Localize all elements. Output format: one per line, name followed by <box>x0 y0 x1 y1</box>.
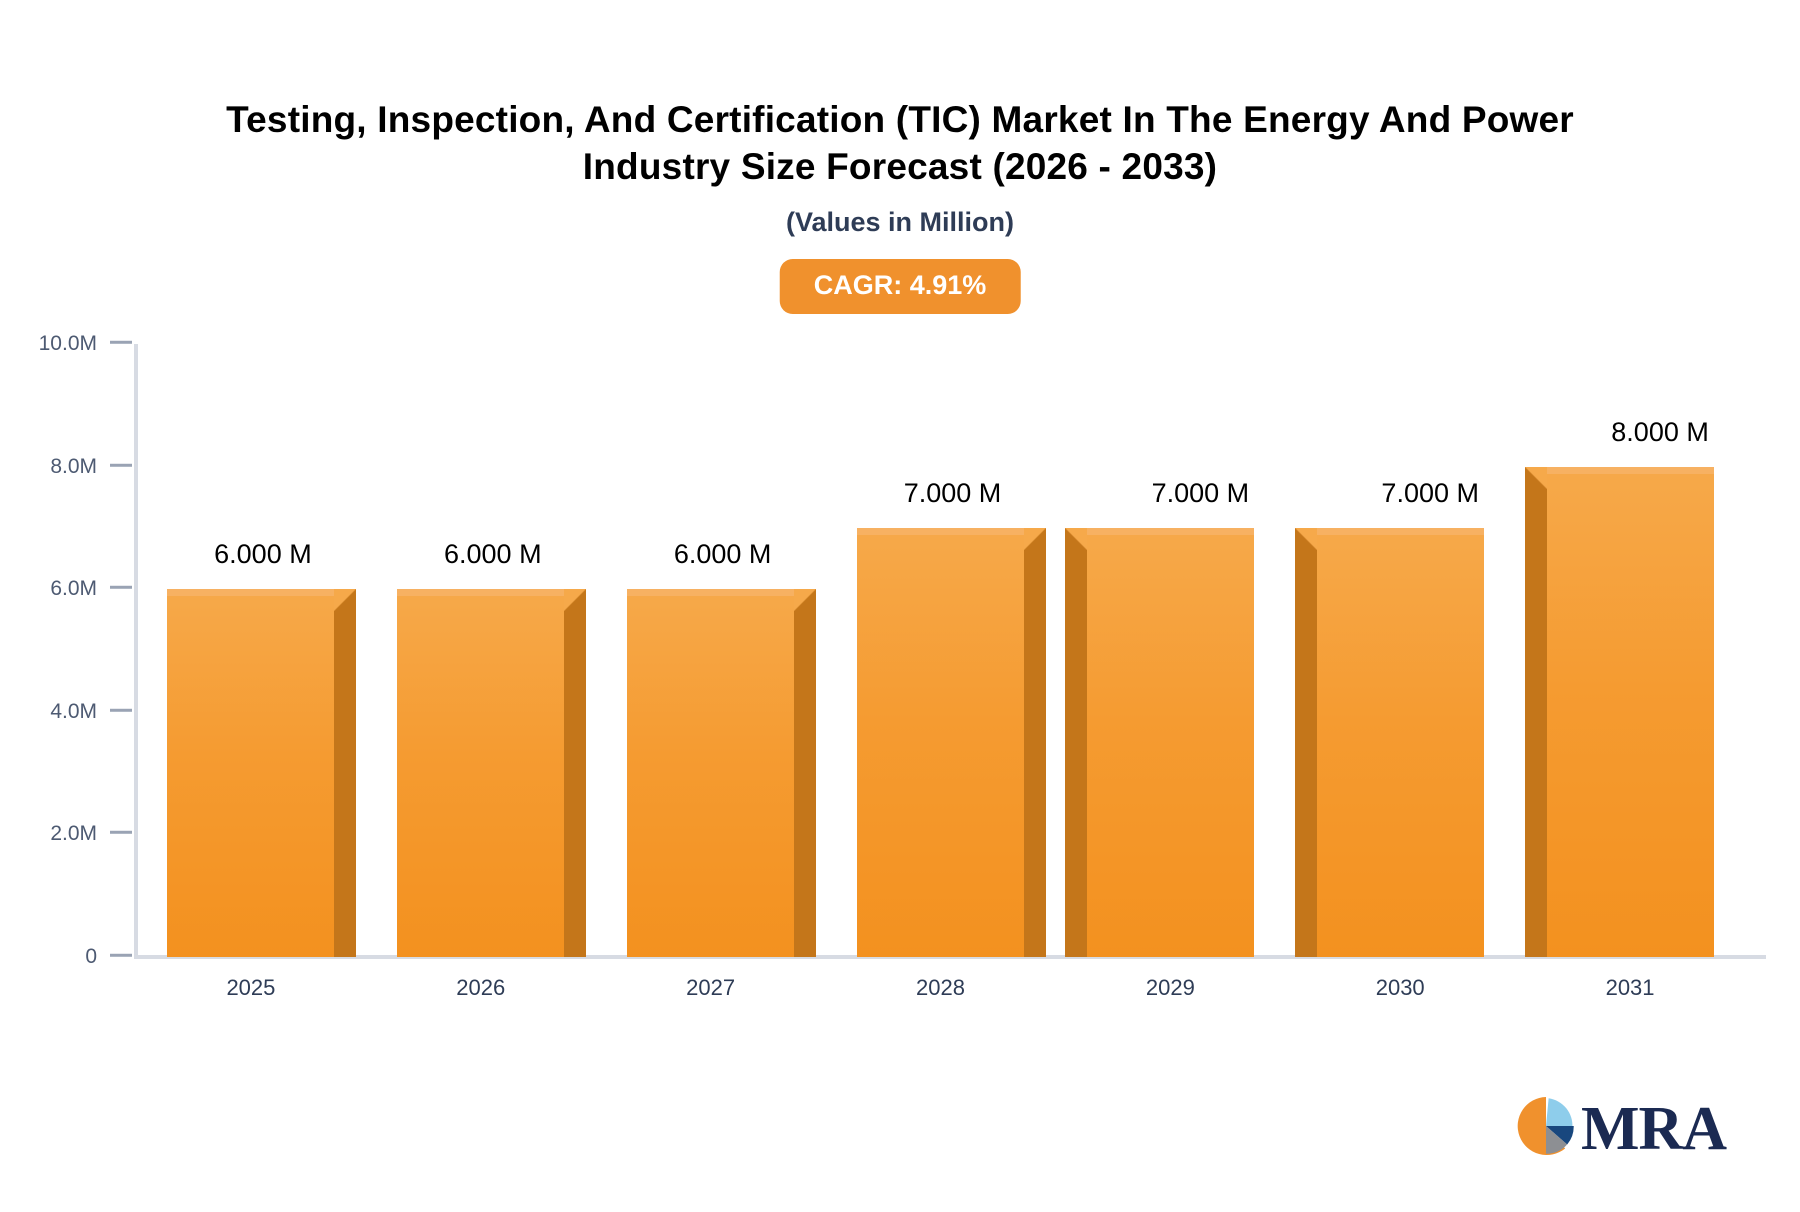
x-axis-tick-label: 2027 <box>686 975 736 1000</box>
y-axis-tick-mark <box>110 340 132 344</box>
y-axis-tick-mark <box>110 953 132 957</box>
bar-value-label: 7.000 M <box>1381 477 1479 508</box>
bar-face <box>1546 466 1714 957</box>
bar-top-highlight <box>627 589 795 597</box>
bar-face <box>1086 527 1254 957</box>
bar-top-highlight <box>1086 527 1254 535</box>
bar-2025[interactable] <box>167 589 357 957</box>
bar-2030[interactable] <box>1294 527 1484 957</box>
bar-2026[interactable] <box>397 589 587 957</box>
y-axis-tick-label: 10.0M <box>38 332 97 356</box>
bar-side-shadow <box>564 611 587 957</box>
y-axis-tick: 2.0M <box>0 822 132 846</box>
bar-value-label: 6.000 M <box>444 539 542 570</box>
chart-title: Testing, Inspection, And Certification (… <box>226 99 1574 188</box>
bar-value-label: 7.000 M <box>1151 477 1250 508</box>
bar-side-bevel <box>1024 527 1046 550</box>
bar-2028[interactable] <box>857 527 1046 957</box>
brand-logo: MRA <box>1513 1093 1727 1164</box>
bar-side-shadow <box>1064 549 1087 957</box>
y-axis-tick: 4.0M <box>0 700 132 724</box>
y-axis-tick-mark <box>110 831 132 835</box>
bar-top-highlight <box>1316 527 1484 535</box>
bar-side-bevel <box>334 589 357 612</box>
plot-area: 6.000 M 6.000 M 6.000 M 7.000 M 7.000 M 7.000… <box>136 344 1745 957</box>
x-axis-tick-label: 2028 <box>916 975 965 1000</box>
bar-2027[interactable] <box>627 589 817 957</box>
bar-face <box>627 589 795 957</box>
bar-face <box>857 527 1024 957</box>
y-axis-tick-label: 4.0M <box>50 700 97 724</box>
bar-face <box>1316 527 1484 957</box>
y-axis-line <box>134 344 138 957</box>
cagr-badge: CAGR: 4.91% <box>779 259 1021 314</box>
bar-value-label: 6.000 M <box>673 539 772 570</box>
bar-2029[interactable] <box>1064 527 1254 957</box>
x-axis-line <box>134 955 1766 959</box>
y-axis-tick-mark <box>110 463 132 467</box>
bar-2031[interactable] <box>1524 466 1714 957</box>
y-axis-tick-mark <box>110 585 132 589</box>
bar-side-shadow <box>1024 549 1046 957</box>
chart-subtitle: (Values in Million) <box>785 206 1015 237</box>
bar-top-highlight <box>167 589 335 597</box>
bar-side-shadow <box>1294 549 1317 957</box>
y-axis-tick-mark <box>110 708 132 712</box>
y-axis-tick-label: 0 <box>85 945 97 969</box>
bar-value-label: 6.000 M <box>214 539 312 570</box>
x-axis-tick-label: 2025 <box>226 975 276 1000</box>
bar-side-bevel <box>794 589 817 612</box>
bar-side-bevel <box>1294 527 1317 550</box>
bar-value-label: 7.000 M <box>903 477 1002 508</box>
bar-top-highlight <box>857 527 1024 535</box>
title-block: Testing, Inspection, And Certification (… <box>0 96 1800 238</box>
bar-top-highlight <box>397 589 565 597</box>
x-axis-tick-label: 2026 <box>456 975 506 1000</box>
pie-chart-icon <box>1513 1093 1579 1164</box>
x-axis-tick-label: 2031 <box>1605 975 1655 1000</box>
bar-top-highlight <box>1546 466 1714 474</box>
y-axis-tick: 8.0M <box>0 454 132 478</box>
bar-side-shadow <box>794 611 817 957</box>
x-axis-tick-label: 2029 <box>1145 975 1195 1000</box>
bar-value-label: 8.000 M <box>1611 416 1709 447</box>
bar-side-bevel <box>564 589 587 612</box>
bar-side-bevel <box>1524 466 1547 489</box>
bar-side-shadow <box>1524 488 1547 957</box>
y-axis-tick-label: 8.0M <box>50 454 97 478</box>
y-axis-tick: 0 <box>0 945 132 969</box>
bar-side-bevel <box>1064 527 1087 550</box>
logo-text: MRA <box>1581 1094 1727 1163</box>
y-axis-tick-label: 2.0M <box>50 822 97 846</box>
bar-face <box>167 589 335 957</box>
y-axis-tick-label: 6.0M <box>50 577 97 601</box>
y-axis-tick: 10.0M <box>0 332 132 356</box>
x-axis-tick-label: 2030 <box>1375 975 1425 1000</box>
y-axis-tick: 6.0M <box>0 577 132 601</box>
bar-side-shadow <box>334 611 357 957</box>
bar-face <box>397 589 565 957</box>
